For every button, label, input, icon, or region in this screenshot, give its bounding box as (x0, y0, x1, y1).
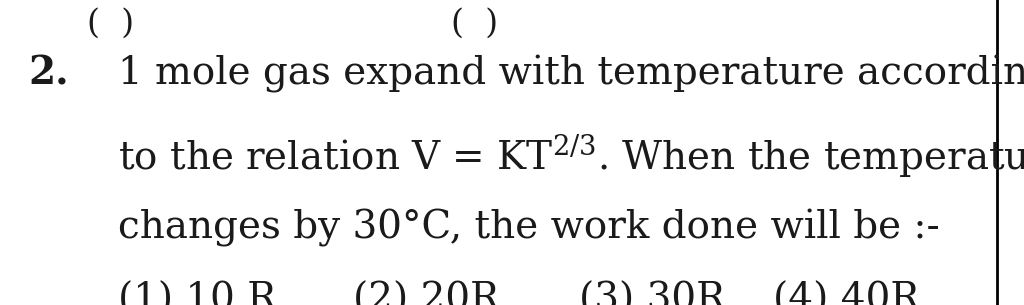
Text: (  ): ( ) (87, 8, 134, 40)
Text: (1) 10 R: (1) 10 R (118, 282, 276, 305)
Text: (2) 20R: (2) 20R (353, 282, 500, 305)
Text: to the relation V = KT$^{\mathregular{2/3}}$. When the temperature: to the relation V = KT$^{\mathregular{2/… (118, 133, 1024, 180)
Text: 2.: 2. (29, 55, 70, 93)
Text: changes by 30°C, the work done will be :-: changes by 30°C, the work done will be :… (118, 209, 939, 247)
Text: (4) 40R: (4) 40R (773, 282, 920, 305)
Text: (  ): ( ) (451, 8, 498, 40)
Text: (3) 30R: (3) 30R (579, 282, 725, 305)
Text: 1 mole gas expand with temperature according: 1 mole gas expand with temperature accor… (118, 55, 1024, 93)
